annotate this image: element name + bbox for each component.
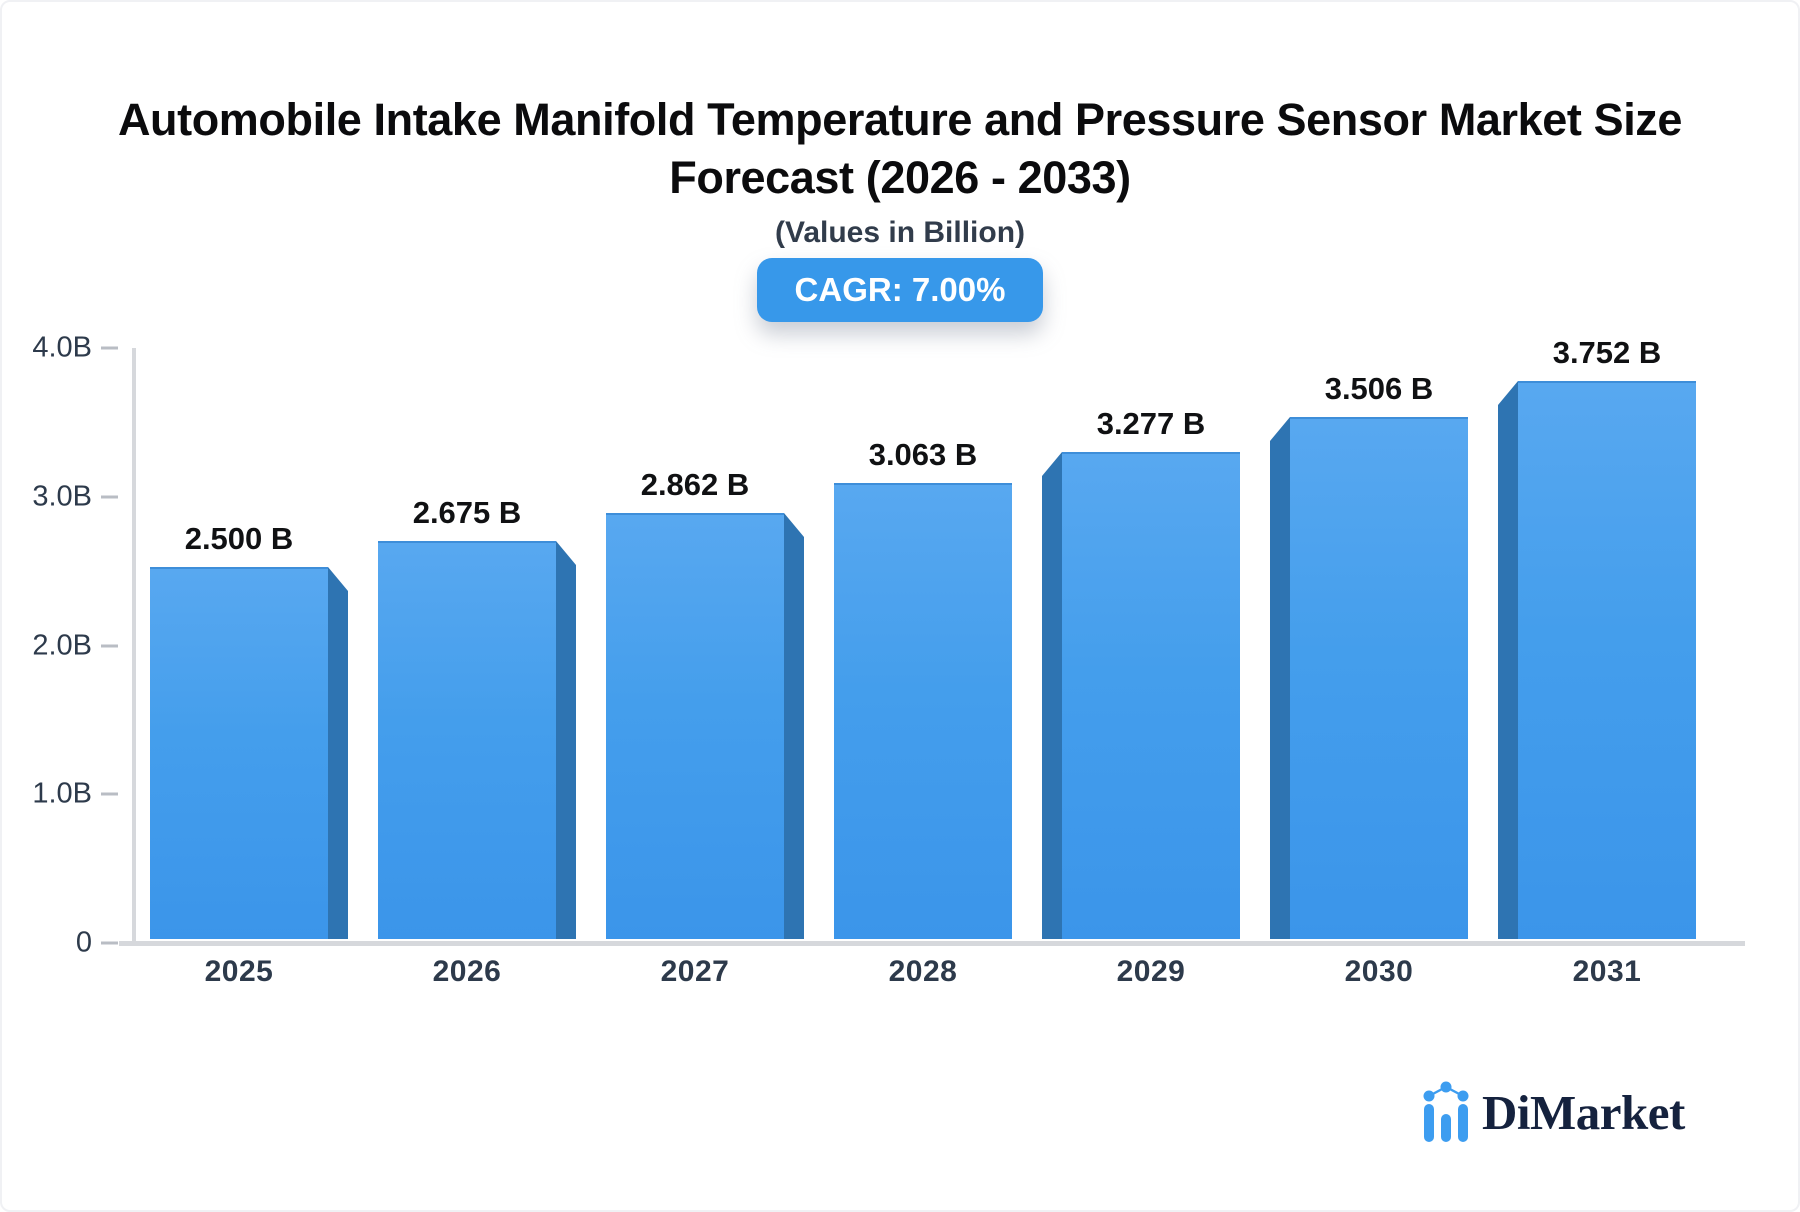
x-tick-label-2025: 2025	[204, 955, 274, 988]
bar-value-label-2030: 3.506 B	[1324, 371, 1434, 406]
y-tick-mark	[101, 346, 118, 350]
bar-2031[interactable]	[1518, 381, 1696, 939]
x-tick-label-2026: 2026	[432, 955, 502, 988]
bar-2029[interactable]	[1062, 452, 1240, 939]
page-title-line1: Automobile Intake Manifold Temperature a…	[117, 94, 1683, 145]
x-tick-label-2027: 2027	[660, 955, 730, 988]
bar-chart-logo-icon	[1423, 1081, 1469, 1142]
chart-subtitle: (Values in Billion)	[774, 216, 1026, 249]
y-tick-label-4.0B: 4.0B	[32, 331, 92, 364]
bar-side-3d-2026	[556, 541, 576, 939]
y-tick-mark	[101, 495, 118, 499]
bar-side-3d-2025	[328, 567, 348, 939]
bar-side-3d-2030	[1270, 417, 1290, 939]
dimarket-logo[interactable]: DiMarket	[1422, 1080, 1685, 1144]
bar-value-label-2027: 2.862 B	[640, 467, 750, 502]
bar-side-3d-2031	[1498, 381, 1518, 939]
bar-side-3d-2027	[784, 513, 804, 939]
y-tick-label-0: 0	[75, 926, 92, 959]
x-tick-label-2030: 2030	[1344, 955, 1414, 988]
x-axis-line	[119, 941, 1745, 946]
y-tick-label-2.0B: 2.0B	[32, 629, 92, 661]
bar-side-3d-2029	[1042, 452, 1062, 939]
bar-2027[interactable]	[606, 513, 784, 939]
y-tick-label-3.0B: 3.0B	[32, 480, 92, 513]
bar-value-label-2031: 3.752 B	[1552, 335, 1662, 370]
x-tick-label-2028: 2028	[888, 955, 958, 988]
bar-2025[interactable]	[150, 567, 328, 939]
page-title-line2: Forecast (2026 - 2033)	[669, 152, 1131, 203]
bar-2030[interactable]	[1290, 417, 1468, 939]
x-tick-label-2031: 2031	[1572, 955, 1642, 988]
bar-2028[interactable]	[834, 483, 1012, 939]
y-axis-line	[132, 348, 136, 945]
x-tick-label-2029: 2029	[1116, 955, 1186, 988]
y-tick-mark	[101, 792, 118, 796]
y-tick-label-1.0B: 1.0B	[32, 777, 92, 810]
bar-value-label-2028: 3.063 B	[868, 437, 978, 472]
bar-value-label-2029: 3.277 B	[1096, 406, 1206, 441]
y-tick-mark	[101, 941, 118, 945]
cagr-badge-row: CAGR: 7.00%	[2, 258, 1798, 322]
logo-text: DiMarket	[1482, 1085, 1685, 1140]
bar-2026[interactable]	[378, 541, 556, 939]
y-tick-mark	[101, 644, 118, 647]
bar-value-label-2025: 2.500 B	[184, 521, 294, 556]
bar-value-label-2026: 2.675 B	[412, 495, 522, 530]
cagr-badge: CAGR: 7.00%	[756, 258, 1044, 322]
